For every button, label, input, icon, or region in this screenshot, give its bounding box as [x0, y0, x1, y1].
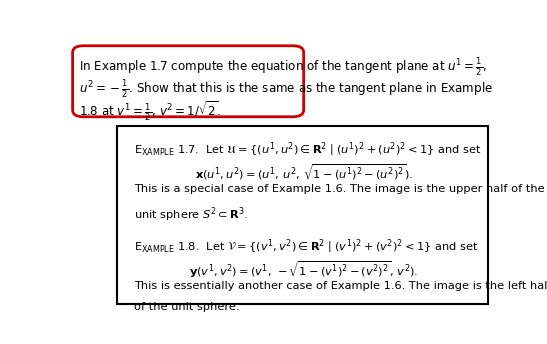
Text: unit sphere $S^2 \subset \mathbf{R}^3$.: unit sphere $S^2 \subset \mathbf{R}^3$.: [134, 206, 248, 224]
Text: In Example 1.7 compute the equation of the tangent plane at $u^1 = \frac{1}{2}$,: In Example 1.7 compute the equation of t…: [79, 56, 487, 78]
Text: E$_{\mathsf{XAMPLE}}$ 1.8.  Let $\mathcal{V} = \{(v^1, v^2) \in \mathbf{R}^2 \mi: E$_{\mathsf{XAMPLE}}$ 1.8. Let $\mathcal…: [134, 237, 479, 256]
Text: This is essentially another case of Example 1.6. The image is the left half: This is essentially another case of Exam…: [134, 281, 547, 291]
Bar: [117, 126, 488, 303]
Text: of the unit sphere.: of the unit sphere.: [134, 302, 240, 312]
Text: This is a special case of Example 1.6. The image is the upper half of the: This is a special case of Example 1.6. T…: [134, 184, 545, 194]
FancyBboxPatch shape: [73, 46, 304, 117]
Text: $\mathbf{x}(u^1, u^2) = (u^1,\, u^2,\, \sqrt{1 - (u^1)^2 - (u^2)^2})$.: $\mathbf{x}(u^1, u^2) = (u^1,\, u^2,\, \…: [195, 162, 413, 182]
Text: $\mathbf{y}(v^1, v^2) = (v^1,\, -\sqrt{1 - (v^1)^2 - (v^2)^2},\, v^2)$.: $\mathbf{y}(v^1, v^2) = (v^1,\, -\sqrt{1…: [189, 259, 418, 280]
Text: E$_{\mathsf{XAMPLE}}$ 1.7.  Let $\mathfrak{U} = \{(u^1, u^2) \in \mathbf{R}^2 \m: E$_{\mathsf{XAMPLE}}$ 1.7. Let $\mathfra…: [134, 141, 481, 159]
Text: $u^2 = -\frac{1}{2}$. Show that this is the same as the tangent plane in Example: $u^2 = -\frac{1}{2}$. Show that this is …: [79, 78, 493, 100]
Text: 1.8 at $v^1 = \frac{1}{2}$, $v^2 = 1/\sqrt{2}$.: 1.8 at $v^1 = \frac{1}{2}$, $v^2 = 1/\sq…: [79, 100, 220, 123]
